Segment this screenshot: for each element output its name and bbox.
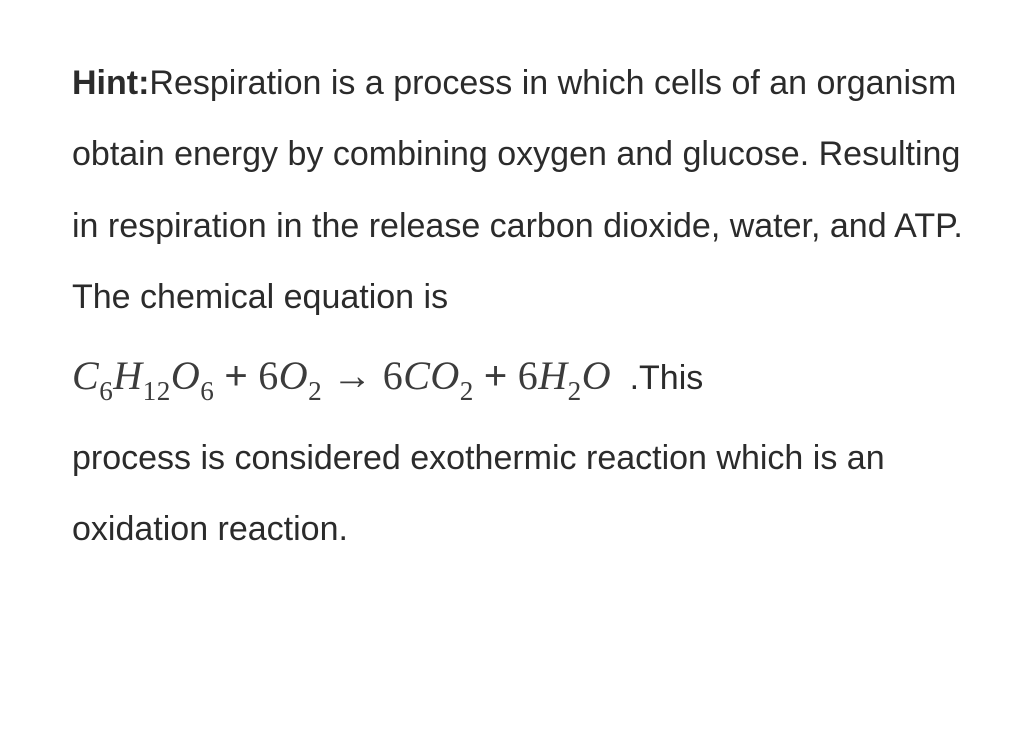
page-body: Hint:Respiration is a process in which c… xyxy=(0,0,1024,605)
coef-6co2: 6 xyxy=(383,353,404,398)
hint-paragraph-bottom: process is considered exothermic reactio… xyxy=(72,423,968,566)
hint-paragraph-top: Hint:Respiration is a process in which c… xyxy=(72,48,968,334)
hint-body-part2: process is considered exothermic reactio… xyxy=(72,439,885,548)
sub-o2: 2 xyxy=(308,376,322,406)
chemical-equation: C6H12O6+6O2→6CO2+6H2O xyxy=(72,353,622,398)
hint-body-part1: Respiration is a process in which cells … xyxy=(72,64,963,316)
arrow-icon: → xyxy=(322,354,383,398)
sub-h: 12 xyxy=(143,376,171,406)
plus-2: + xyxy=(474,354,518,398)
hint-label: Hint: xyxy=(72,64,149,102)
plus-1: + xyxy=(214,354,258,398)
term-h: H xyxy=(113,353,142,398)
term-o2: O xyxy=(279,353,308,398)
equation-trailing-text: .This xyxy=(622,359,704,397)
term-o-co2: O xyxy=(430,353,459,398)
equation-row: C6H12O6+6O2→6CO2+6H2O .This xyxy=(72,352,968,405)
term-c-co2: C xyxy=(403,353,430,398)
term-c: C xyxy=(72,353,99,398)
coef-6o2: 6 xyxy=(258,353,279,398)
coef-6h2o: 6 xyxy=(518,353,539,398)
sub-h2o: 2 xyxy=(568,376,582,406)
term-h-h2o: H xyxy=(538,353,567,398)
term-o-h2o: O xyxy=(582,353,611,398)
sub-o: 6 xyxy=(200,376,214,406)
sub-c: 6 xyxy=(99,376,113,406)
sub-co2: 2 xyxy=(460,376,474,406)
term-o: O xyxy=(171,353,200,398)
